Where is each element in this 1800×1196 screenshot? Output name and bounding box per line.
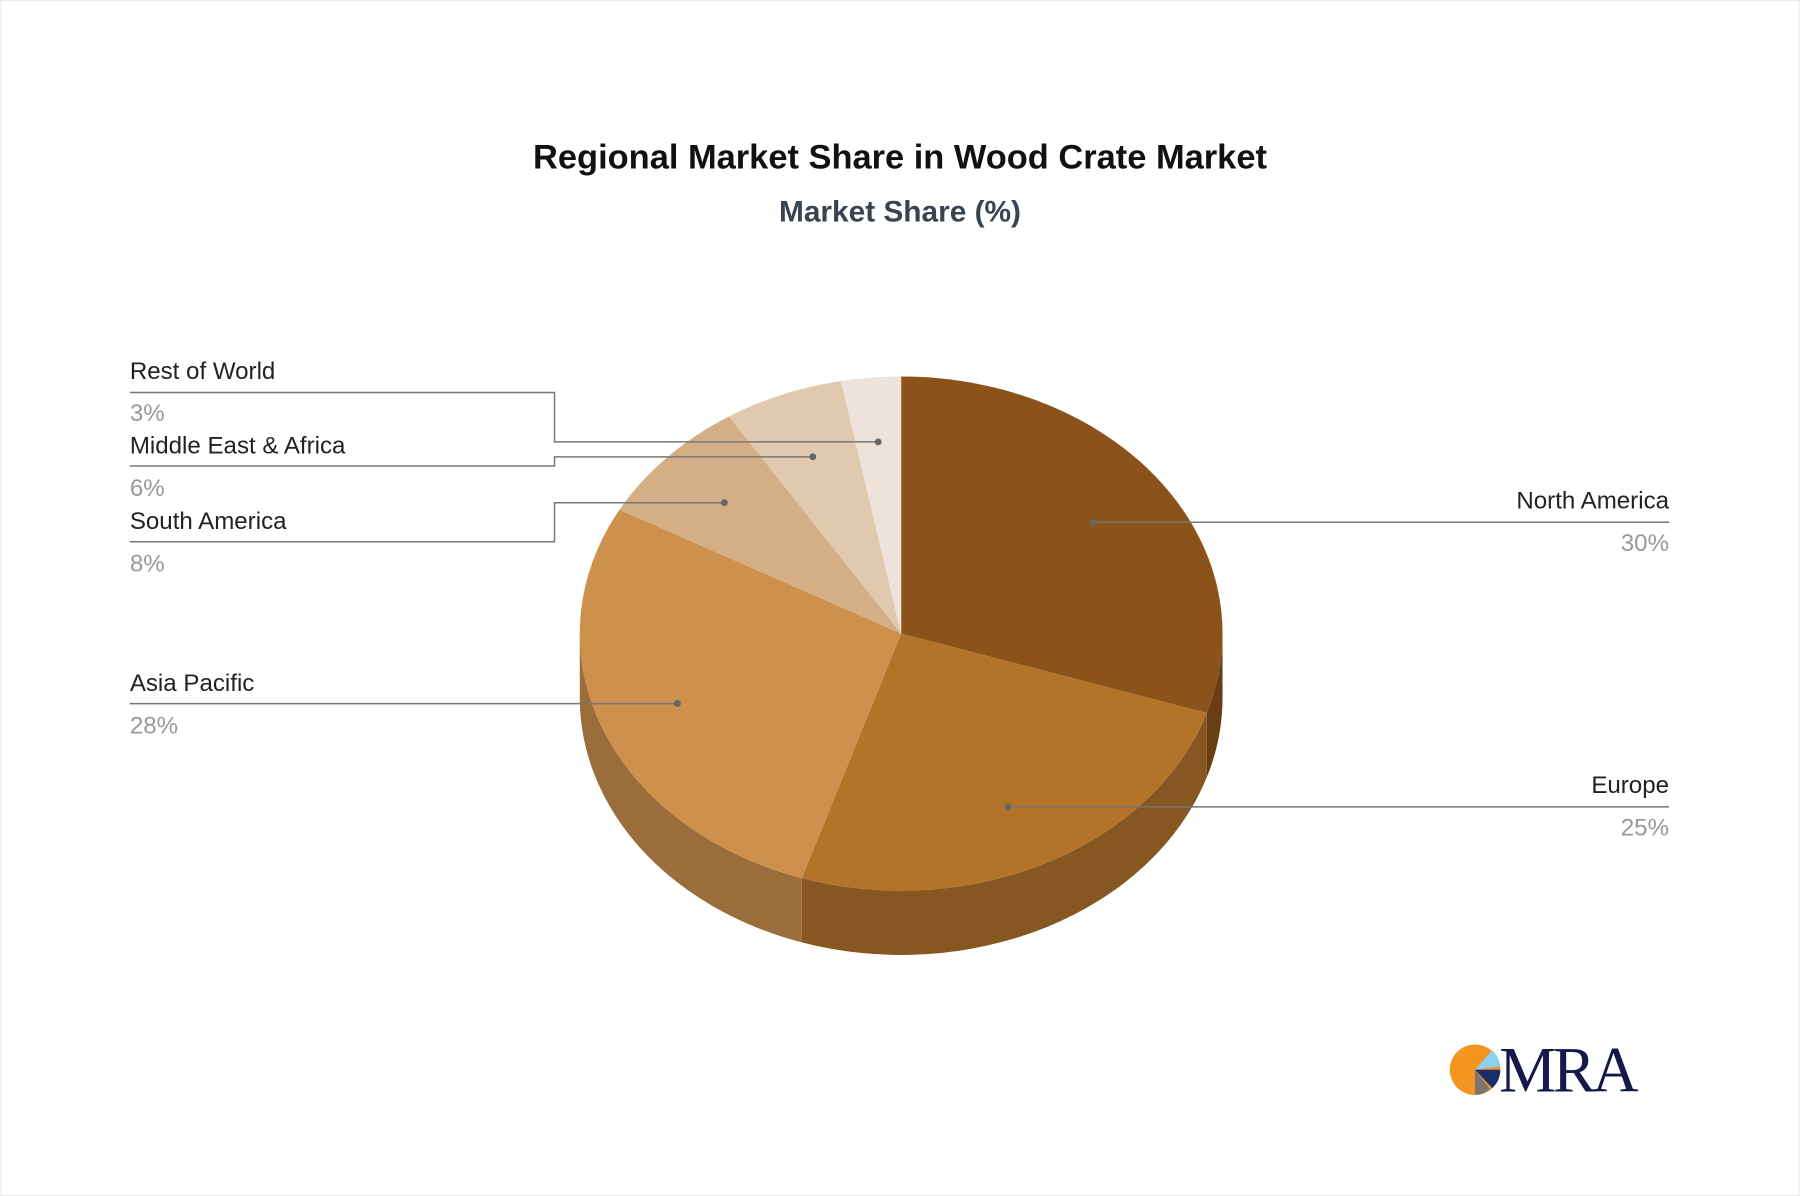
logo-slice [1475,1050,1501,1070]
pie-slices [579,376,1223,891]
slice-europe[interactable] [801,633,1207,891]
leader-line-rest-of-world [129,391,879,443]
mra-logo: MRA [1449,1035,1642,1106]
slice-value: 25% [1621,815,1669,842]
leader-dot [809,453,817,461]
leader-dot [874,438,882,446]
logo-slice [1475,1069,1490,1095]
slice-label: Asia Pacific [130,670,255,697]
slice-north-america[interactable] [901,376,1223,714]
slice-asia-pacific[interactable] [579,509,902,879]
leader-dot [673,700,681,708]
leader-dot [720,499,728,507]
pie-sides [579,633,1223,955]
slice-label: Rest of World [130,358,276,385]
slice-label: Middle East & Africa [130,432,346,459]
leader-line-south-america [129,501,725,543]
slice-side-asia-pacific [579,633,802,943]
logo-slice [1475,1069,1501,1089]
slice-label: Europe [1591,772,1669,799]
slice-side-north-america [1206,633,1223,778]
slice-label: South America [130,508,287,535]
leader-dot [1004,803,1012,811]
slice-middle-east-africa[interactable] [728,381,902,634]
leader-lines [129,391,1670,811]
leader-dot [1090,518,1098,526]
slice-south-america[interactable] [619,416,902,634]
slice-labels: North America 30% Europe 25% Asia Pacific 28%… [130,358,1670,842]
slice-value: 28% [130,712,178,739]
chart-subtitle: Market Share (%) [779,196,1021,229]
slice-value: 6% [130,475,165,502]
slice-value: 3% [130,400,165,427]
logo-text: MRA [1499,1035,1638,1106]
slice-value: 30% [1621,530,1669,557]
leader-line-middle-east-africa [129,456,813,467]
slice-rest-of-world[interactable] [840,376,902,634]
slice-side-europe [801,713,1207,955]
slice-value: 8% [130,551,165,578]
slice-label: North America [1516,487,1669,514]
chart-title: Regional Market Share in Wood Crate Mark… [533,139,1267,177]
